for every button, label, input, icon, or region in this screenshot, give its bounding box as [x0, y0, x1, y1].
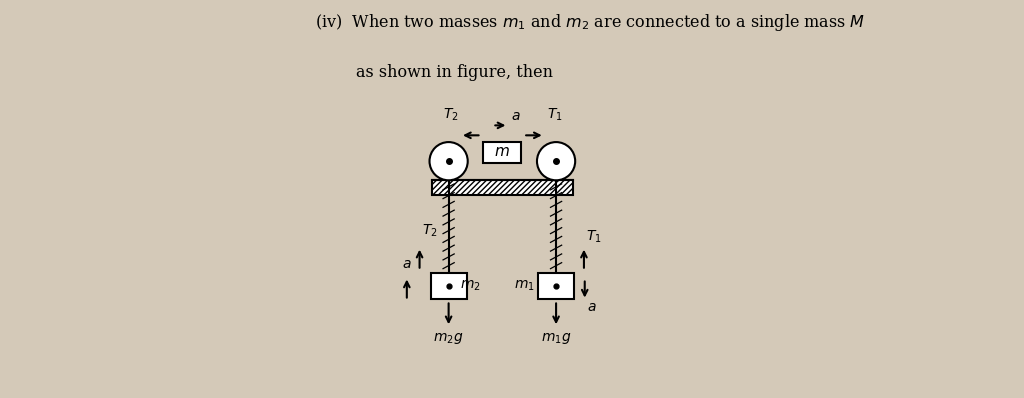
Text: $m_2g$: $m_2g$ [433, 331, 464, 346]
Bar [431, 273, 467, 298]
Circle shape [537, 142, 575, 180]
Text: (iv)  When two masses $m_1$ and $m_2$ are connected to a single mass $M$: (iv) When two masses $m_1$ and $m_2$ are… [315, 12, 865, 33]
Circle shape [429, 142, 468, 180]
Text: $m$: $m$ [495, 145, 510, 160]
Text: as shown in figure, then: as shown in figure, then [315, 64, 553, 81]
Text: $m_1g$: $m_1g$ [541, 331, 571, 346]
Bar [539, 273, 574, 298]
Bar [483, 142, 521, 163]
Bar [432, 180, 572, 195]
Text: $m_1$: $m_1$ [514, 278, 535, 293]
Text: $T_2$: $T_2$ [422, 222, 437, 239]
Text: $a$: $a$ [587, 300, 596, 314]
Text: $T_2$: $T_2$ [442, 107, 459, 123]
Text: $a$: $a$ [511, 109, 520, 123]
Text: $T_1$: $T_1$ [586, 228, 602, 245]
Text: $a$: $a$ [402, 257, 412, 271]
Text: $m_2$: $m_2$ [460, 278, 480, 293]
Text: $T_1$: $T_1$ [548, 107, 563, 123]
